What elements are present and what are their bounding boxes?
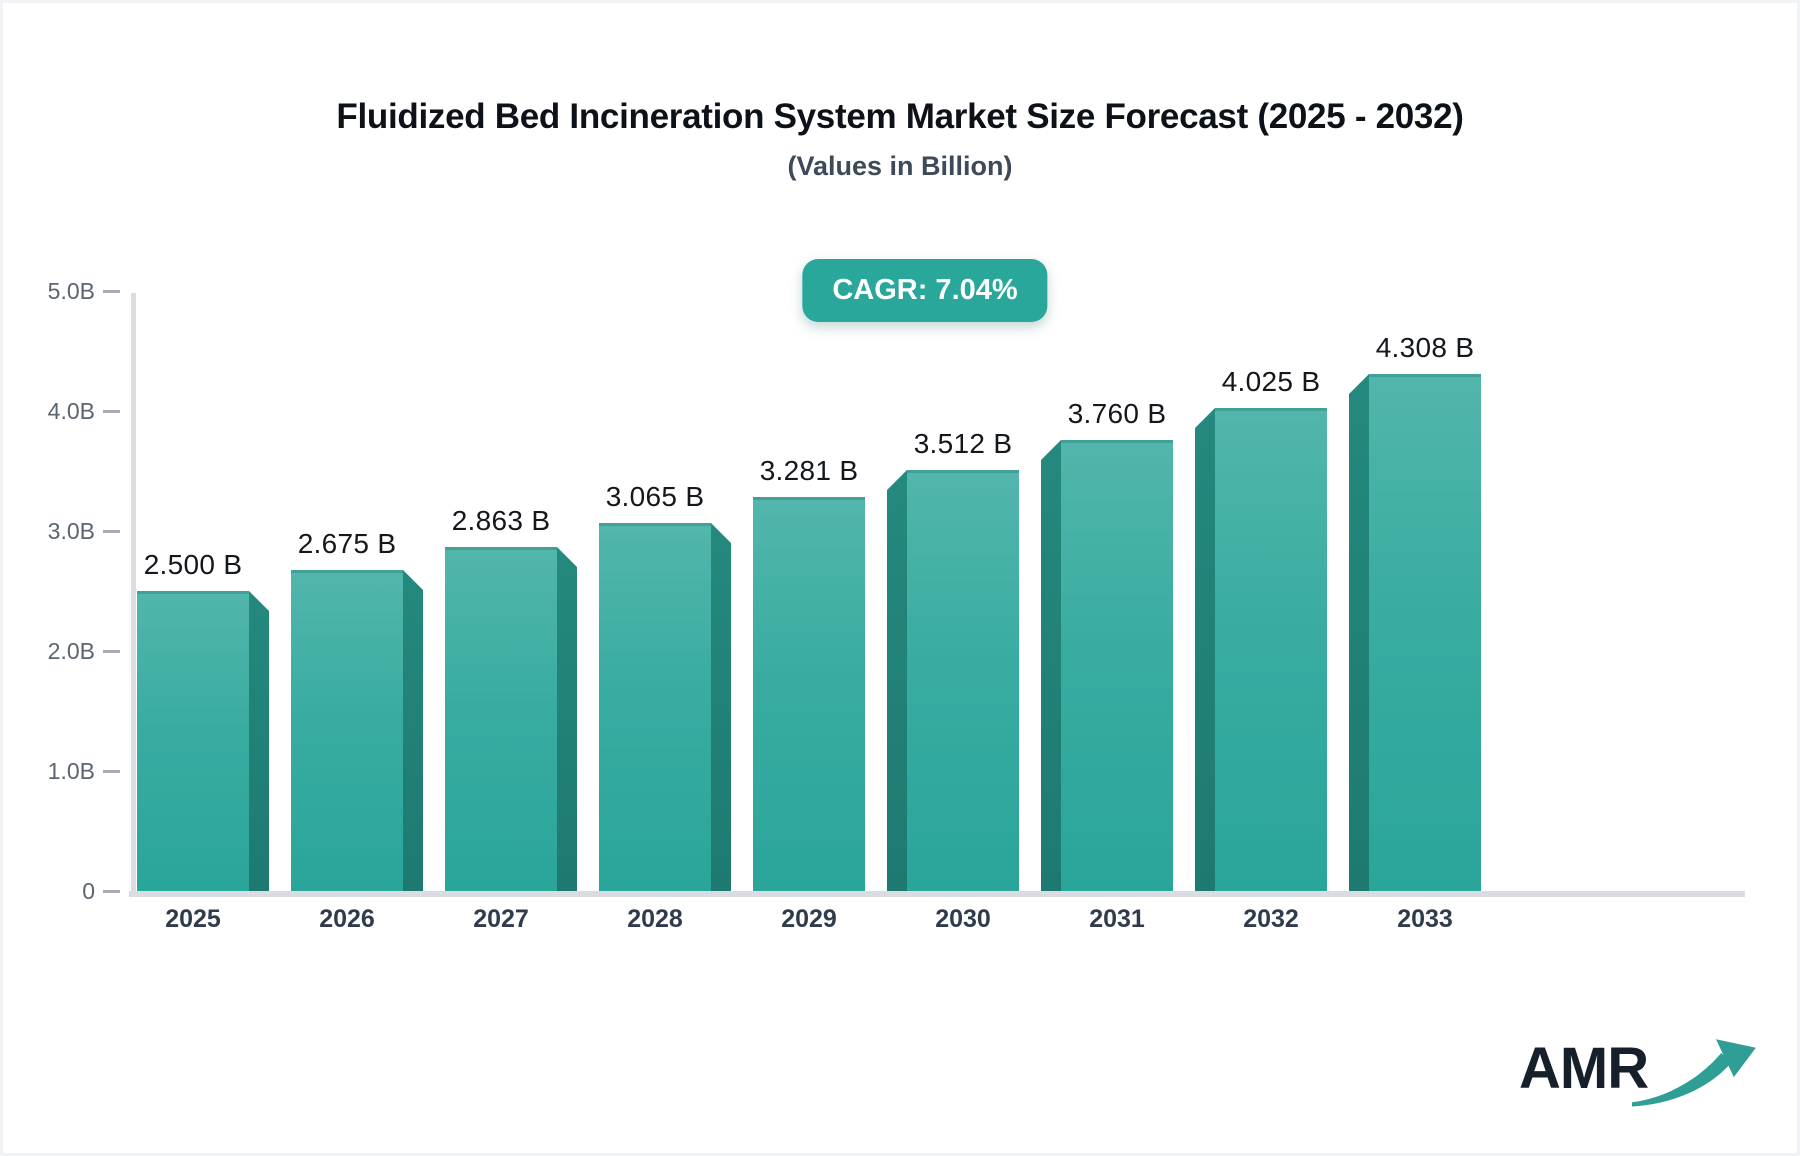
bar-value-label: 3.760 B bbox=[1067, 398, 1167, 429]
bar-3d-side bbox=[557, 547, 577, 891]
y-axis-tick bbox=[103, 770, 120, 773]
y-axis-label: 1.0B bbox=[47, 758, 95, 784]
bar-2031 bbox=[1061, 440, 1173, 891]
bar-value-label: 2.675 B bbox=[297, 528, 397, 559]
y-axis-label: 0 bbox=[82, 878, 95, 904]
bar-value-label: 2.500 B bbox=[143, 549, 243, 580]
bar-value-label: 4.308 B bbox=[1375, 332, 1475, 363]
y-axis-label: 4.0B bbox=[47, 398, 95, 424]
brand-logo: AMR bbox=[1519, 1031, 1769, 1123]
bar-3d-side bbox=[1041, 440, 1061, 891]
bar-3d-side bbox=[249, 591, 269, 891]
x-axis-label: 2033 bbox=[1397, 905, 1453, 933]
bar-3d-side bbox=[887, 470, 907, 891]
bar-2032 bbox=[1215, 408, 1327, 891]
bar-value-label: 4.025 B bbox=[1221, 366, 1321, 397]
y-axis-tick bbox=[103, 410, 120, 413]
bar-2029 bbox=[753, 497, 865, 891]
y-axis-label: 3.0B bbox=[47, 518, 95, 544]
x-axis-label: 2025 bbox=[165, 905, 221, 933]
bar-2030 bbox=[907, 470, 1019, 891]
bar-3d-side bbox=[1349, 374, 1369, 891]
bar-2033 bbox=[1369, 374, 1481, 891]
y-axis-line bbox=[131, 293, 136, 896]
y-axis-tick bbox=[103, 290, 120, 293]
y-axis-label: 2.0B bbox=[47, 638, 95, 664]
y-axis-label: 5.0B bbox=[47, 278, 95, 304]
bar-2026 bbox=[291, 570, 403, 891]
x-axis-label: 2028 bbox=[627, 905, 683, 933]
y-axis-tick bbox=[103, 650, 120, 653]
chart-subtitle: (Values in Billion) bbox=[787, 151, 1013, 181]
y-axis-tick bbox=[103, 530, 120, 533]
x-axis-label: 2032 bbox=[1243, 905, 1299, 933]
x-axis-label: 2030 bbox=[935, 905, 991, 933]
cagr-badge: CAGR: 7.04% bbox=[802, 259, 1048, 322]
bar-3d-side bbox=[711, 523, 731, 891]
brand-logo-text: AMR bbox=[1519, 1036, 1649, 1101]
growth-arrow-icon bbox=[1632, 1039, 1756, 1107]
bar-value-label: 3.512 B bbox=[913, 428, 1013, 459]
x-axis-label: 2026 bbox=[319, 905, 375, 933]
bar-2025 bbox=[137, 591, 249, 891]
x-axis-label: 2029 bbox=[781, 905, 837, 933]
bar-value-label: 3.281 B bbox=[759, 455, 859, 486]
x-axis-line bbox=[129, 891, 1745, 897]
bar-3d-side bbox=[1195, 408, 1215, 891]
bar-2028 bbox=[599, 523, 711, 891]
bar-3d-side bbox=[403, 570, 423, 891]
bar-value-label: 2.863 B bbox=[451, 505, 551, 536]
bar-value-label: 3.065 B bbox=[605, 481, 705, 512]
chart-title: Fluidized Bed Incineration System Market… bbox=[336, 97, 1464, 136]
x-axis-label: 2027 bbox=[473, 905, 529, 933]
bar-2027 bbox=[445, 547, 557, 891]
y-axis-tick bbox=[103, 890, 120, 893]
x-axis-label: 2031 bbox=[1089, 905, 1145, 933]
